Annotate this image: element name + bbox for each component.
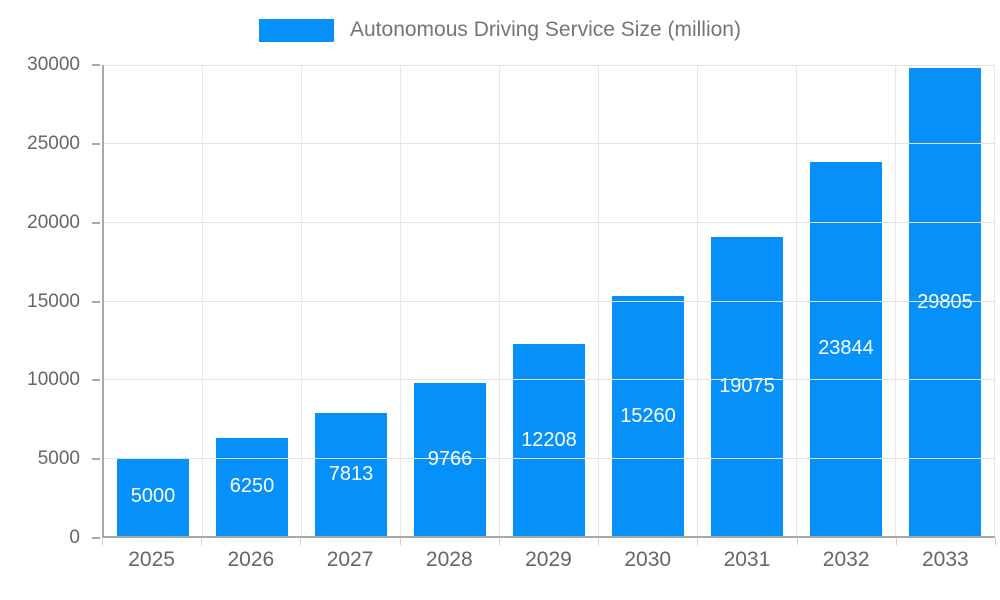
x-tick-mark — [697, 538, 699, 545]
gridline — [104, 457, 995, 459]
x-tick-label: 2030 — [624, 548, 672, 571]
bar-value-label: 5000 — [130, 485, 176, 508]
x-tick-label: 2027 — [326, 548, 374, 571]
x-tick-label: 2033 — [922, 548, 969, 571]
gridline — [104, 378, 995, 380]
gridline — [104, 300, 995, 302]
x-tick-mark — [598, 538, 600, 545]
legend: Autonomous Driving Service Size (million… — [0, 18, 1000, 42]
bar-column: 15260 — [599, 65, 698, 536]
x-tick-mark — [498, 538, 500, 545]
bar-column: 23844 — [797, 65, 896, 536]
bar-value-label: 9766 — [427, 447, 473, 470]
bar: 15260 — [612, 296, 684, 536]
x-tick-label: 2026 — [227, 548, 275, 571]
bar-value-label: 12208 — [521, 428, 577, 451]
bar: 29805 — [909, 68, 981, 536]
plot-area: 5000 6250 7813 9766 12208 15260 19075 23844 2980… — [102, 65, 995, 538]
y-tick-mark — [92, 142, 100, 145]
x-tick-label: 2032 — [822, 548, 870, 571]
y-tick-mark — [92, 221, 100, 224]
legend-swatch-icon — [259, 18, 334, 42]
x-tick-label: 2028 — [425, 548, 473, 571]
y-tick-label: 25000 — [27, 132, 80, 154]
bar-value-label: 23844 — [818, 337, 874, 360]
bar: 6250 — [216, 437, 288, 536]
y-tick-label: 5000 — [37, 448, 80, 470]
x-labels: 2025 2026 2027 2028 2029 2030 2031 2032 2033 — [102, 548, 995, 572]
bar: 19075 — [711, 236, 783, 536]
bar: 5000 — [117, 457, 189, 536]
x-tick-mark — [201, 538, 203, 545]
x-tick-mark — [102, 538, 103, 545]
y-tick-mark — [92, 458, 100, 461]
bar: 12208 — [513, 344, 585, 536]
x-tick-mark — [399, 538, 401, 545]
y-tick-mark — [92, 64, 100, 66]
y-tick-mark — [92, 300, 100, 303]
x-tick-mark — [300, 538, 302, 545]
x-tick-label: 2031 — [723, 548, 771, 571]
bar-value-label: 19075 — [719, 374, 775, 397]
bar-column: 9766 — [401, 65, 500, 536]
bar: 23844 — [810, 161, 882, 536]
bar-value-label: 6250 — [229, 475, 275, 498]
gridline — [104, 65, 995, 66]
y-tick-mark — [92, 379, 100, 382]
bar: 9766 — [414, 382, 486, 536]
legend-label: Autonomous Driving Service Size (million… — [350, 18, 741, 41]
x-tick-mark — [995, 538, 996, 545]
x-tick-label: 2025 — [128, 548, 175, 571]
gridline — [104, 221, 995, 223]
x-tick-label: 2029 — [525, 548, 572, 571]
y-axis: 0 5000 10000 15000 20000 25000 30000 — [0, 54, 102, 548]
bar: 7813 — [315, 413, 387, 536]
y-tick-label: 15000 — [27, 290, 80, 312]
x-axis: 2025 2026 2027 2028 2029 2030 2031 2032 2033 — [102, 538, 996, 588]
y-tick-label: 30000 — [27, 54, 80, 75]
bar-value-label: 15260 — [620, 404, 676, 427]
x-tick-mark — [796, 538, 798, 545]
gridline — [104, 143, 995, 145]
x-tick-mark — [895, 538, 897, 545]
bar-column: 5000 — [104, 65, 203, 536]
y-tick-label: 20000 — [27, 211, 80, 233]
bar-value-label: 7813 — [328, 463, 374, 486]
bar-value-label: 29805 — [917, 290, 973, 313]
y-tick-mark — [92, 537, 100, 539]
y-tick-label: 0 — [69, 527, 80, 548]
y-tick-label: 10000 — [27, 369, 80, 391]
